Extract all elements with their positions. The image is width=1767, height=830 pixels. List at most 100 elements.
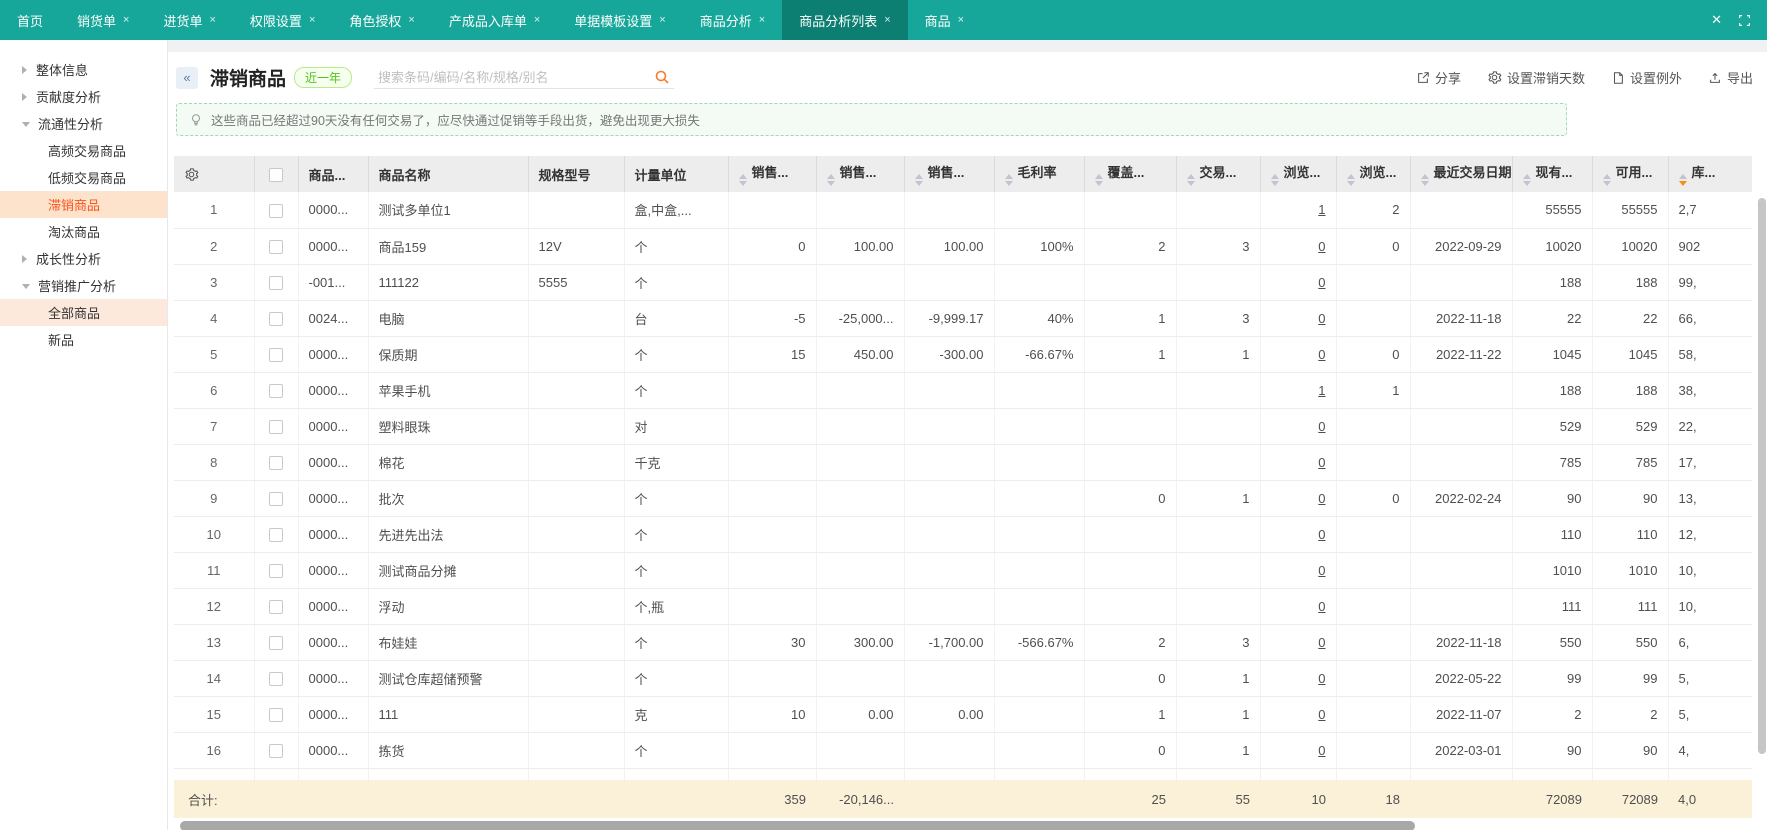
views-link[interactable]: 0 [1318,634,1326,650]
tab-商品分析列表[interactable]: 商品分析列表 × [782,0,908,40]
row-checkbox[interactable] [269,599,283,614]
row-checkbox[interactable] [269,203,283,218]
sidebar-item-低频交易商品[interactable]: 低频交易商品 [48,171,127,186]
row-checkbox[interactable] [269,311,283,326]
tab-首页[interactable]: 首页 [17,13,44,29]
sidebar-collapse-button[interactable]: « [176,66,198,89]
row-checkbox[interactable] [269,527,283,542]
close-icon[interactable]: ✕ [1711,12,1722,27]
row-checkbox[interactable] [269,275,283,290]
column-header-s3[interactable]: 销售... [904,156,995,192]
row-checkbox[interactable] [269,635,283,650]
sort-carets-icon[interactable] [1602,174,1611,186]
sort-carets-icon[interactable] [1004,174,1013,186]
row-checkbox[interactable] [269,239,283,254]
sidebar-item-营销推广分析[interactable]: 营销推广分析 [0,272,167,299]
sort-carets-icon[interactable] [1420,174,1429,186]
column-header-unit[interactable]: 计量单位 [624,156,729,192]
sort-carets-icon[interactable] [1270,174,1279,186]
views-link[interactable]: 0 [1318,742,1326,758]
column-header-date[interactable]: 最近交易日期 [1410,156,1513,192]
tab-close-icon[interactable]: × [758,14,766,26]
row-checkbox[interactable] [269,491,283,506]
sidebar-item-全部商品[interactable]: 全部商品 [0,299,167,326]
action-分享[interactable]: 分享 [1416,68,1461,87]
column-header-onhand[interactable]: 现有... [1512,156,1593,192]
tab-close-icon[interactable]: × [123,14,130,26]
tab-close-icon[interactable]: × [209,14,216,26]
views-link[interactable]: 0 [1318,310,1326,326]
sidebar-item-流通性分析[interactable]: 流通性分析 [0,110,167,137]
tab-产成品入库单[interactable]: 产成品入库单 × [448,13,541,29]
row-checkbox[interactable] [269,167,283,182]
column-header-s1[interactable]: 销售... [728,156,817,192]
sidebar-item-淘汰商品[interactable]: 淘汰商品 [48,225,101,240]
views-link[interactable]: 0 [1318,598,1326,614]
views-link[interactable]: 0 [1318,418,1326,434]
views-link[interactable]: 0 [1318,346,1326,362]
column-header-trade[interactable]: 交易... [1176,156,1261,192]
sort-carets-icon[interactable] [1186,174,1195,186]
action-导出[interactable]: 导出 [1708,68,1753,87]
column-header-avail[interactable]: 可用... [1592,156,1669,192]
views-link[interactable]: 1 [1318,382,1326,398]
views-link[interactable]: 0 [1318,706,1326,722]
column-header-code[interactable]: 商品... [298,156,369,192]
sidebar-item-成长性分析[interactable]: 成长性分析 [0,245,167,272]
row-checkbox[interactable] [269,347,283,362]
views-link[interactable]: 0 [1318,779,1325,781]
table-settings-gear-icon[interactable] [174,156,255,192]
column-header-spec[interactable]: 规格型号 [528,156,625,192]
row-checkbox[interactable] [269,707,283,722]
sort-carets-icon[interactable] [1346,174,1355,186]
views-link[interactable]: 0 [1318,274,1326,290]
sort-carets-icon[interactable] [1678,174,1687,186]
row-checkbox[interactable] [269,563,283,578]
vertical-scrollbar-thumb[interactable] [1758,198,1766,754]
column-header-name[interactable]: 商品名称 [368,156,529,192]
sort-carets-icon[interactable] [1094,174,1103,186]
row-checkbox[interactable] [269,743,283,758]
tab-权限设置[interactable]: 权限设置 × [249,13,316,29]
select-all-checkbox[interactable] [254,156,299,192]
tab-角色授权[interactable]: 角色授权 × [349,13,415,29]
row-checkbox[interactable] [269,671,283,686]
views-link[interactable]: 0 [1318,238,1326,254]
horizontal-scrollbar-thumb[interactable] [180,821,1415,830]
sort-carets-icon[interactable] [914,174,923,186]
views-link[interactable]: 0 [1318,526,1326,542]
sidebar-item-贡献度分析[interactable]: 贡献度分析 [0,83,167,110]
action-设置滞销天数[interactable]: 设置滞销天数 [1487,68,1585,87]
tab-close-icon[interactable]: × [533,14,541,26]
tab-close-icon[interactable]: × [408,14,415,26]
column-header-views1[interactable]: 浏览... [1260,156,1337,192]
action-设置例外[interactable]: 设置例外 [1611,68,1682,87]
views-link[interactable]: 0 [1318,670,1326,686]
tab-close-icon[interactable]: × [884,14,891,26]
tab-单据模板设置[interactable]: 单据模板设置 × [574,13,666,29]
views-link[interactable]: 0 [1318,490,1326,506]
tab-close-icon[interactable]: × [957,14,965,26]
sidebar-item-高频交易商品[interactable]: 高频交易商品 [48,144,127,159]
tab-商品分析[interactable]: 商品分析 × [699,13,766,29]
tab-close-icon[interactable]: × [308,14,316,26]
tab-close-icon[interactable]: × [659,14,666,26]
sort-carets-icon[interactable] [738,174,747,186]
views-link[interactable]: 0 [1318,562,1326,578]
fullscreen-icon[interactable] [1738,14,1751,27]
sidebar-item-整体信息[interactable]: 整体信息 [0,56,167,83]
search-input[interactable] [378,69,655,85]
sort-carets-icon[interactable] [826,174,835,186]
row-checkbox[interactable] [269,383,283,398]
tab-销货单[interactable]: 销货单 × [77,13,130,29]
sidebar-item-滞销商品[interactable]: 滞销商品 [0,191,167,218]
column-header-cover[interactable]: 覆盖... [1084,156,1177,192]
column-header-s2[interactable]: 销售... [816,156,905,192]
tab-进货单[interactable]: 进货单 × [163,13,216,29]
views-link[interactable]: 1 [1318,202,1326,218]
row-checkbox[interactable] [269,455,283,470]
search-icon[interactable] [654,69,670,85]
tab-商品[interactable]: 商品 × [924,13,965,29]
views-link[interactable]: 0 [1318,454,1326,470]
column-header-views2[interactable]: 浏览... [1336,156,1411,192]
